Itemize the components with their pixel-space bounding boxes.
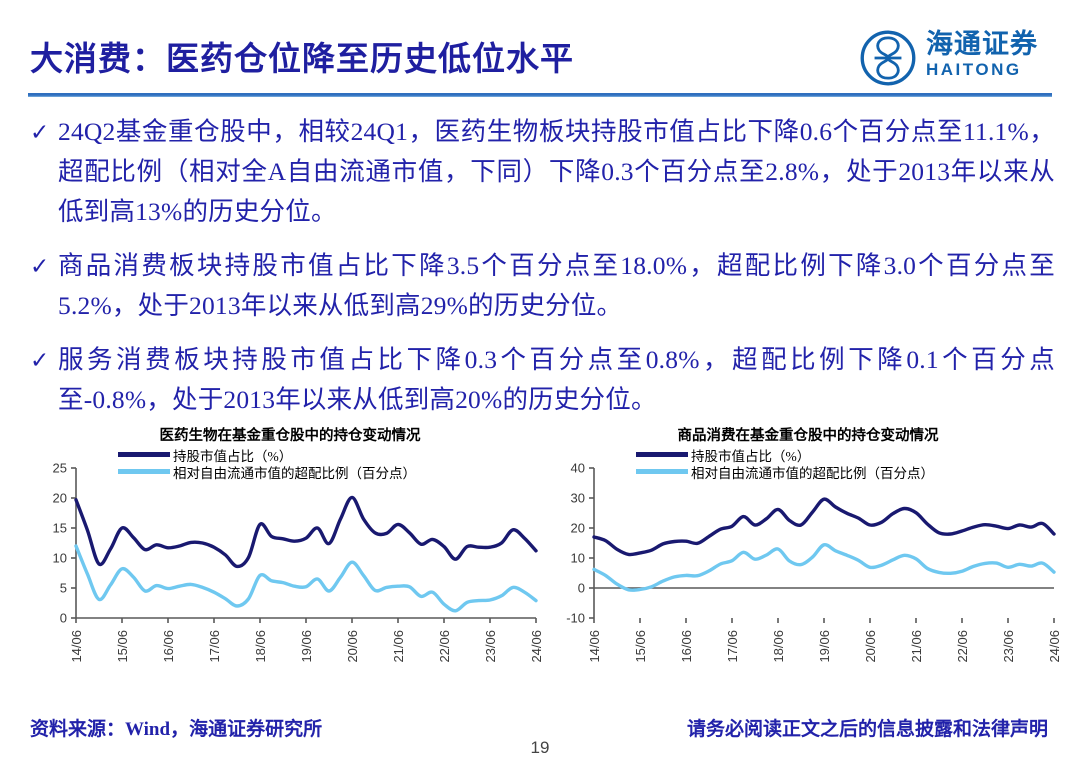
bullet-text: 服务消费板块持股市值占比下降0.3个百分点至0.8%，超配比例下降0.1个百分点…	[58, 345, 1055, 414]
svg-text:22/06: 22/06	[437, 630, 452, 663]
svg-text:16/06: 16/06	[679, 630, 694, 663]
chart-title: 医药生物在基金重仓股中的持仓变动情况	[159, 428, 421, 444]
svg-text:14/06: 14/06	[587, 630, 602, 663]
legend-swatch-navy	[636, 452, 688, 457]
legend-swatch-lightblue	[118, 469, 170, 474]
svg-text:17/06: 17/06	[725, 630, 740, 663]
slide-footer: 资料来源：Wind，海通证券研究所 请务必阅读正文之后的信息披露和法律声明 19	[0, 706, 1080, 768]
slide-header: 大消费：医药仓位降至历史低位水平 海通证券 HAITONG	[0, 0, 1080, 100]
svg-text:0: 0	[60, 611, 67, 626]
source-note: 资料来源：Wind，海通证券研究所	[30, 719, 323, 740]
chart-medicine: 医药生物在基金重仓股中的持仓变动情况 持股市值占比（%） 相对自由流通市值的超配…	[30, 424, 550, 704]
check-icon: ✓	[30, 253, 50, 279]
svg-text:16/06: 16/06	[161, 630, 176, 663]
svg-text:21/06: 21/06	[909, 630, 924, 663]
svg-text:23/06: 23/06	[483, 630, 498, 663]
svg-text:18/06: 18/06	[253, 630, 268, 663]
list-item: ✓ 商品消费板块持股市值占比下降3.5个百分点至18.0%，超配比例下降3.0个…	[30, 246, 1055, 326]
legend-label: 相对自由流通市值的超配比例（百分点）	[691, 465, 934, 481]
page-number: 19	[530, 738, 550, 757]
logo-wordmark: 海通证券 HAITONG	[926, 28, 1046, 80]
list-item: ✓ 服务消费板块持股市值占比下降0.3个百分点至0.8%，超配比例下降0.1个百…	[30, 340, 1055, 420]
legend-swatch-navy	[118, 452, 170, 457]
svg-text:20: 20	[571, 521, 585, 536]
logo-chinese-name: 海通证券	[926, 29, 1038, 59]
legend-label: 相对自由流通市值的超配比例（百分点）	[173, 465, 416, 481]
chart-legend: 持股市值占比（%） 相对自由流通市值的超配比例（百分点）	[636, 446, 934, 481]
svg-text:5: 5	[60, 581, 67, 596]
svg-text:19/06: 19/06	[299, 630, 314, 663]
svg-text:19/06: 19/06	[817, 630, 832, 663]
chart-goods-consumption: 商品消费在基金重仓股中的持仓变动情况 持股市值占比（%） 相对自由流通市值的超配…	[548, 424, 1068, 704]
bullet-list: ✓ 24Q2基金重仓股中，相较24Q1，医药生物板块持股市值占比下降0.6个百分…	[30, 112, 1055, 434]
svg-text:21/06: 21/06	[391, 630, 406, 663]
check-icon: ✓	[30, 347, 50, 373]
svg-text:20/06: 20/06	[863, 630, 878, 663]
legend-item: 持股市值占比（%）	[118, 446, 416, 464]
logo-english-name: HAITONG	[926, 60, 1022, 79]
legend-item: 相对自由流通市值的超配比例（百分点）	[636, 463, 934, 481]
svg-text:0: 0	[578, 581, 585, 596]
svg-text:15/06: 15/06	[633, 630, 648, 663]
check-icon: ✓	[30, 119, 50, 145]
charts-row: 医药生物在基金重仓股中的持仓变动情况 持股市值占比（%） 相对自由流通市值的超配…	[0, 424, 1080, 704]
svg-text:24/06: 24/06	[529, 630, 544, 663]
page-title: 大消费：医药仓位降至历史低位水平	[30, 42, 574, 78]
svg-text:25: 25	[53, 461, 67, 476]
legend-label: 持股市值占比（%）	[691, 448, 811, 464]
haitong-logo: 海通证券 HAITONG	[860, 28, 1045, 90]
legend-label: 持股市值占比（%）	[173, 448, 293, 464]
legend-item: 相对自由流通市值的超配比例（百分点）	[118, 463, 416, 481]
svg-text:14/06: 14/06	[69, 630, 84, 663]
svg-text:20/06: 20/06	[345, 630, 360, 663]
svg-text:10: 10	[53, 551, 67, 566]
svg-text:40: 40	[571, 461, 585, 476]
bullet-text: 24Q2基金重仓股中，相较24Q1，医药生物板块持股市值占比下降0.6个百分点至…	[58, 117, 1055, 226]
svg-text:17/06: 17/06	[207, 630, 222, 663]
chart-legend: 持股市值占比（%） 相对自由流通市值的超配比例（百分点）	[118, 446, 416, 481]
svg-text:20: 20	[53, 491, 67, 506]
haitong-emblem-icon	[860, 30, 916, 86]
chart-title: 商品消费在基金重仓股中的持仓变动情况	[677, 428, 939, 444]
list-item: ✓ 24Q2基金重仓股中，相较24Q1，医药生物板块持股市值占比下降0.6个百分…	[30, 112, 1055, 232]
bullet-text: 商品消费板块持股市值占比下降3.5个百分点至18.0%，超配比例下降3.0个百分…	[58, 251, 1055, 320]
svg-text:15/06: 15/06	[115, 630, 130, 663]
chart-plot-area: -10 0 10 20 30 40 14/06 15/06 16/06 17/06 18/06 19/…	[566, 461, 1062, 663]
disclaimer-note: 请务必阅读正文之后的信息披露和法律声明	[686, 719, 1048, 740]
title-divider	[28, 93, 1052, 97]
svg-text:-10: -10	[566, 611, 585, 626]
chart-plot-area: 0 5 10 15 20 25 14/06 15/06 16/06 17/06 18/06 19/06…	[53, 461, 544, 663]
svg-text:30: 30	[571, 491, 585, 506]
svg-text:23/06: 23/06	[1001, 630, 1016, 663]
svg-text:24/06: 24/06	[1047, 630, 1062, 663]
legend-swatch-lightblue	[636, 469, 688, 474]
svg-text:15: 15	[53, 521, 67, 536]
svg-text:18/06: 18/06	[771, 630, 786, 663]
svg-text:10: 10	[571, 551, 585, 566]
svg-text:22/06: 22/06	[955, 630, 970, 663]
legend-item: 持股市值占比（%）	[636, 446, 934, 464]
